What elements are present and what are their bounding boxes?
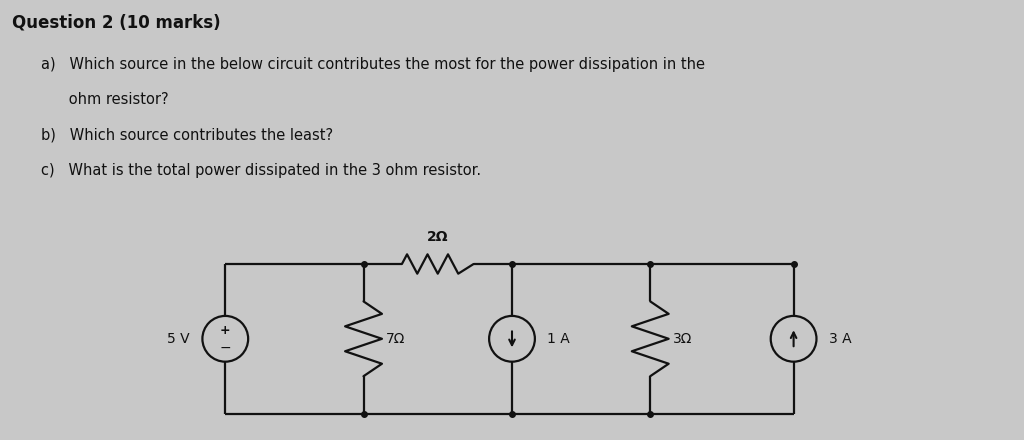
Text: ohm resistor?: ohm resistor? [41, 92, 169, 107]
Text: 3 A: 3 A [828, 332, 851, 346]
Text: 3Ω: 3Ω [673, 332, 692, 346]
Text: 7Ω: 7Ω [386, 332, 406, 346]
Text: −: − [219, 341, 231, 355]
Text: +: + [220, 323, 230, 337]
Text: 1 A: 1 A [547, 332, 570, 346]
Text: 2Ω: 2Ω [427, 230, 449, 244]
Text: a)   Which source in the below circuit contributes the most for the power dissip: a) Which source in the below circuit con… [41, 57, 705, 72]
Text: Question 2 (10 marks): Question 2 (10 marks) [12, 13, 221, 31]
Text: 5 V: 5 V [168, 332, 190, 346]
Text: b)   Which source contributes the least?: b) Which source contributes the least? [41, 128, 333, 143]
Text: c)   What is the total power dissipated in the 3 ohm resistor.: c) What is the total power dissipated in… [41, 163, 481, 178]
